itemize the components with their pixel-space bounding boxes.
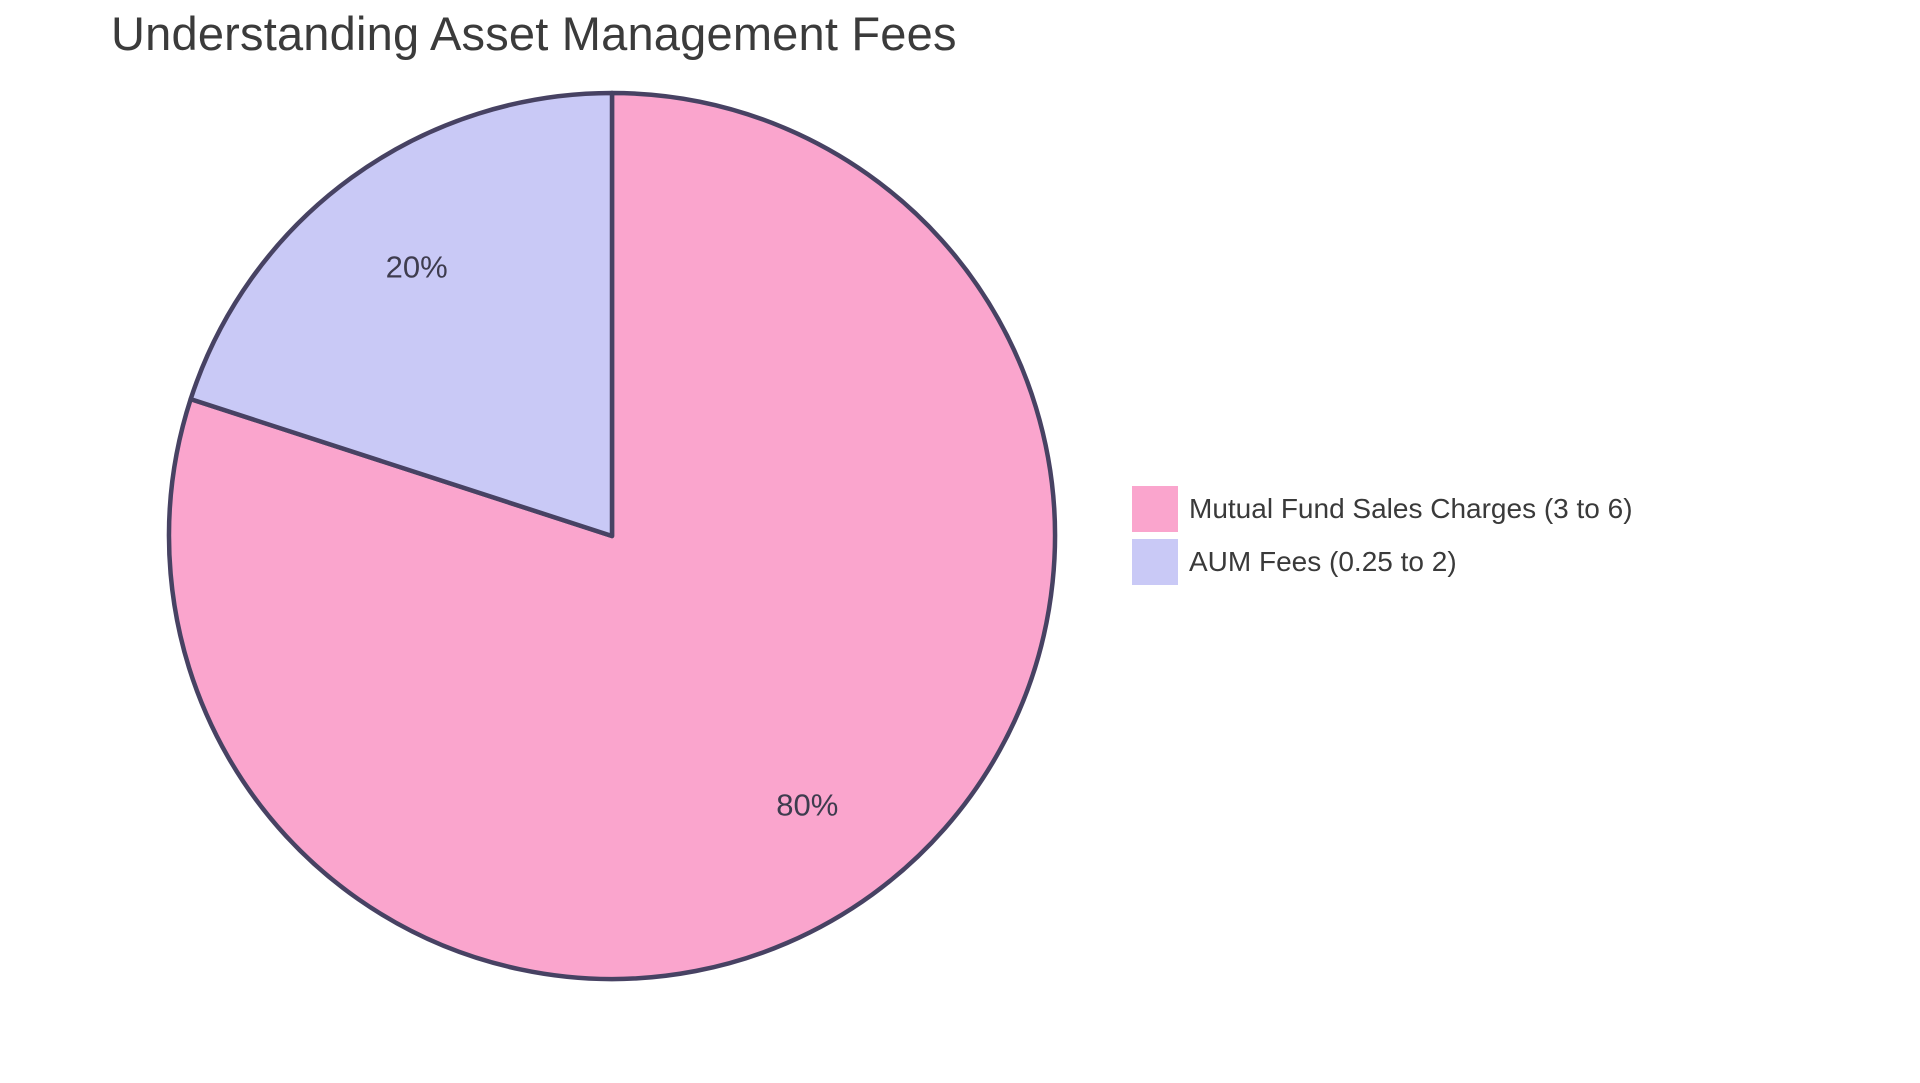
legend-swatch <box>1132 539 1178 585</box>
legend-item-mutual-fund-sales-charges[interactable]: Mutual Fund Sales Charges (3 to 6) <box>1132 486 1633 532</box>
legend: Mutual Fund Sales Charges (3 to 6) AUM F… <box>1132 486 1633 585</box>
legend-item-aum-fees[interactable]: AUM Fees (0.25 to 2) <box>1132 539 1633 585</box>
pie-slices <box>166 90 1058 982</box>
legend-label: AUM Fees (0.25 to 2) <box>1189 546 1457 577</box>
legend-label: Mutual Fund Sales Charges (3 to 6) <box>1189 493 1633 524</box>
legend-swatch <box>1132 486 1178 532</box>
chart-title: Understanding Asset Management Fees <box>111 7 957 60</box>
pie-slice[interactable] <box>166 90 1058 982</box>
pie-slice[interactable] <box>188 90 615 539</box>
